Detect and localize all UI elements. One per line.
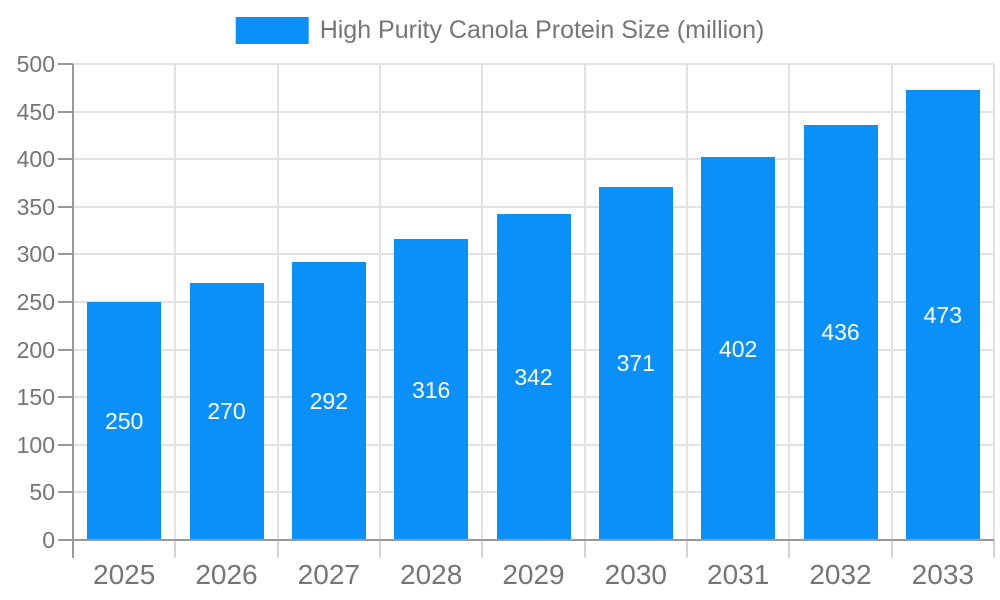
y-gridline bbox=[73, 63, 994, 65]
x-axis-tick bbox=[890, 540, 893, 558]
x-gridline bbox=[686, 64, 688, 540]
x-gridline bbox=[174, 64, 177, 540]
y-tick-label: 150 bbox=[16, 384, 55, 411]
bar[interactable] bbox=[291, 262, 366, 540]
y-tick-label: 450 bbox=[16, 98, 55, 125]
x-tick-label: 2025 bbox=[93, 559, 156, 590]
x-axis-tick bbox=[379, 540, 381, 558]
x-gridline bbox=[890, 64, 893, 540]
x-tick-label: 2030 bbox=[604, 559, 667, 590]
legend-label[interactable]: High Purity Canola Protein Size (million… bbox=[319, 16, 765, 44]
x-axis-line bbox=[73, 539, 994, 541]
x-gridline bbox=[788, 64, 791, 540]
y-axis-tick bbox=[58, 110, 73, 113]
x-gridline bbox=[379, 64, 381, 540]
x-gridline bbox=[583, 64, 586, 540]
x-tick-label: 2028 bbox=[400, 559, 463, 590]
y-tick-label: 350 bbox=[16, 193, 55, 220]
x-gridline bbox=[481, 64, 484, 540]
bar-value-label: 473 bbox=[923, 301, 963, 328]
y-gridline bbox=[73, 110, 994, 113]
y-axis-tick bbox=[58, 158, 73, 161]
x-tick-label: 2026 bbox=[195, 559, 258, 590]
bar-value-label: 402 bbox=[718, 335, 758, 362]
x-axis-tick bbox=[993, 540, 995, 558]
x-axis-tick bbox=[276, 540, 279, 558]
y-gridline bbox=[73, 158, 994, 161]
bar-value-label: 436 bbox=[821, 319, 860, 346]
bar[interactable] bbox=[905, 89, 980, 540]
bar-value-label: 371 bbox=[616, 350, 656, 377]
y-axis-tick bbox=[58, 348, 73, 351]
bar[interactable] bbox=[598, 186, 673, 540]
x-tick-label: 2032 bbox=[809, 559, 872, 590]
bar-value-label: 316 bbox=[411, 376, 451, 403]
x-gridline bbox=[276, 64, 279, 540]
y-axis-tick bbox=[58, 301, 73, 303]
bar-value-label: 250 bbox=[104, 408, 144, 434]
y-axis-tick bbox=[58, 491, 73, 494]
bar[interactable] bbox=[189, 282, 264, 540]
x-gridline bbox=[993, 64, 995, 540]
bar-value-label: 342 bbox=[514, 364, 553, 391]
y-tick-label: 250 bbox=[16, 289, 55, 315]
x-tick-label: 2029 bbox=[502, 559, 565, 590]
y-axis-tick bbox=[58, 253, 73, 256]
y-tick-label: 400 bbox=[16, 146, 55, 173]
y-axis-tick bbox=[58, 443, 73, 446]
bar[interactable] bbox=[394, 239, 469, 540]
y-tick-label: 200 bbox=[16, 336, 55, 363]
bar[interactable] bbox=[701, 157, 776, 540]
y-axis-tick bbox=[58, 396, 73, 399]
x-axis-tick bbox=[686, 540, 688, 558]
bar[interactable] bbox=[496, 214, 571, 540]
x-axis-tick bbox=[583, 540, 586, 558]
bar[interactable] bbox=[803, 124, 878, 540]
x-axis-tick bbox=[481, 540, 484, 558]
y-axis-tick bbox=[58, 205, 73, 208]
y-axis-tick bbox=[58, 539, 73, 541]
bar[interactable] bbox=[87, 302, 162, 540]
legend-swatch[interactable] bbox=[235, 16, 309, 44]
y-gridline bbox=[73, 205, 994, 208]
bar-value-label: 270 bbox=[207, 398, 246, 425]
x-axis-tick bbox=[788, 540, 791, 558]
y-tick-label: 500 bbox=[16, 51, 55, 77]
y-axis-tick bbox=[58, 63, 73, 65]
y-tick-label: 100 bbox=[16, 431, 55, 458]
y-tick-label: 300 bbox=[16, 241, 55, 268]
x-axis-tick bbox=[174, 540, 177, 558]
bar-value-label: 292 bbox=[309, 388, 349, 414]
y-tick-label: 50 bbox=[29, 479, 55, 506]
y-tick-label: 0 bbox=[42, 527, 55, 553]
y-axis-line bbox=[72, 64, 74, 558]
x-tick-label: 2033 bbox=[911, 559, 974, 590]
x-tick-label: 2031 bbox=[707, 559, 770, 590]
legend[interactable]: High Purity Canola Protein Size (million… bbox=[235, 15, 765, 45]
x-tick-label: 2027 bbox=[297, 559, 360, 590]
